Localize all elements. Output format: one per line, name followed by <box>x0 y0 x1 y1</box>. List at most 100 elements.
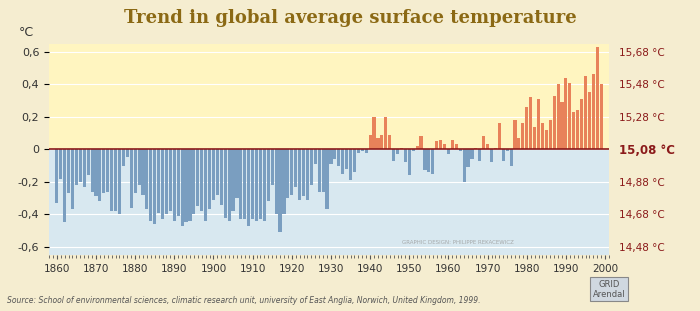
Bar <box>451 140 454 149</box>
Bar <box>458 149 462 151</box>
Bar <box>55 149 58 203</box>
Bar <box>333 149 337 159</box>
Bar <box>545 130 548 149</box>
Bar <box>396 149 399 154</box>
Bar <box>416 146 419 149</box>
Bar <box>360 149 364 151</box>
Bar <box>102 149 106 193</box>
Bar <box>556 84 560 149</box>
Bar <box>126 149 129 157</box>
Bar <box>502 149 505 161</box>
Bar <box>83 149 86 187</box>
Bar <box>106 149 109 192</box>
Bar <box>298 149 301 200</box>
Bar <box>580 99 583 149</box>
Bar <box>247 149 251 226</box>
Bar <box>407 149 411 175</box>
Bar <box>149 149 153 221</box>
Bar <box>110 149 113 211</box>
Bar <box>470 149 473 159</box>
Bar <box>494 148 497 149</box>
Bar <box>337 149 340 165</box>
Bar <box>529 97 532 149</box>
Bar <box>204 149 207 221</box>
Bar <box>568 83 571 149</box>
Bar <box>98 149 102 201</box>
Y-axis label: °C: °C <box>19 26 34 39</box>
Bar <box>267 149 270 201</box>
Bar <box>212 149 215 200</box>
Bar <box>216 149 219 195</box>
Bar <box>522 123 524 149</box>
Bar <box>271 149 274 185</box>
Bar <box>443 144 446 149</box>
Text: GRAPHIC DESIGN: PHILIPPE REKACEWICZ: GRAPHIC DESIGN: PHILIPPE REKACEWICZ <box>402 240 514 245</box>
Bar <box>588 92 591 149</box>
Bar <box>220 149 223 205</box>
Bar <box>592 74 595 149</box>
Bar <box>541 123 544 149</box>
Bar <box>157 149 160 213</box>
Bar <box>176 149 180 216</box>
Bar <box>228 149 231 221</box>
Bar <box>341 149 344 174</box>
Bar <box>232 149 235 211</box>
Bar <box>478 149 482 161</box>
Bar <box>181 149 183 226</box>
Text: Trend in global average surface temperature: Trend in global average surface temperat… <box>124 9 576 27</box>
Bar <box>294 149 298 187</box>
Bar <box>251 149 254 219</box>
Bar <box>302 149 305 197</box>
Bar <box>365 149 368 152</box>
Bar <box>345 149 348 169</box>
Bar <box>505 149 509 151</box>
Bar <box>114 149 117 211</box>
Bar <box>463 149 466 182</box>
Bar <box>513 120 517 149</box>
Bar <box>369 135 372 149</box>
Bar <box>392 149 396 161</box>
Bar <box>439 140 442 149</box>
Bar <box>372 117 376 149</box>
Bar <box>486 144 489 149</box>
Bar <box>165 149 168 214</box>
Bar <box>455 144 458 149</box>
Bar <box>353 149 356 172</box>
Bar <box>279 149 281 232</box>
Bar <box>388 135 391 149</box>
Bar <box>90 149 94 192</box>
Bar <box>224 149 227 218</box>
Bar <box>173 149 176 221</box>
Bar <box>122 149 125 165</box>
Bar <box>357 149 360 152</box>
Bar <box>185 149 188 222</box>
Bar <box>274 149 278 214</box>
Bar <box>290 149 293 195</box>
Bar <box>49 149 609 255</box>
Bar <box>572 112 575 149</box>
Bar <box>49 44 609 149</box>
Bar <box>286 149 289 198</box>
Bar <box>141 149 145 195</box>
Text: GRID
Arendal: GRID Arendal <box>593 280 625 299</box>
Bar <box>490 149 493 162</box>
Bar <box>552 95 556 149</box>
Bar <box>498 123 501 149</box>
Bar <box>243 149 246 219</box>
Bar <box>255 149 258 221</box>
Bar <box>306 149 309 200</box>
Bar <box>193 149 195 214</box>
Bar <box>239 149 242 219</box>
Bar <box>431 149 434 174</box>
Bar <box>576 110 579 149</box>
Bar <box>169 149 172 211</box>
Bar <box>71 149 74 210</box>
Bar <box>196 149 200 206</box>
Bar <box>310 149 313 185</box>
Bar <box>75 149 78 185</box>
Text: Source: School of environmental sciences, climatic research unit, university of : Source: School of environmental sciences… <box>7 296 480 305</box>
Bar <box>262 149 266 221</box>
Bar <box>153 149 156 224</box>
Bar <box>549 120 552 149</box>
Bar <box>87 149 90 175</box>
